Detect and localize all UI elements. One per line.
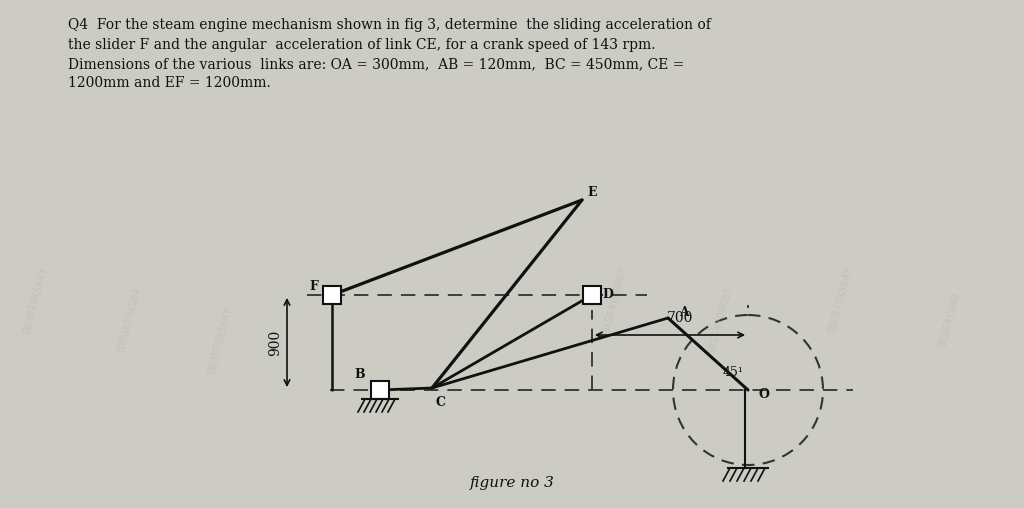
Text: 9X564YDB087: 9X564YDB087 — [707, 285, 734, 355]
Text: 9X564YDB0: 9X564YDB0 — [938, 292, 963, 348]
Text: F: F — [309, 280, 318, 294]
Text: the slider F and the angular  acceleration of link CE, for a crank speed of 143 : the slider F and the angular acceleratio… — [68, 38, 655, 52]
Text: YDB0879X564: YDB0879X564 — [117, 285, 143, 355]
Bar — [583, 286, 601, 304]
Bar — [323, 286, 341, 304]
Text: E: E — [587, 185, 597, 199]
Text: DB0879X564Y: DB0879X564Y — [22, 266, 49, 334]
Text: 900: 900 — [268, 329, 282, 356]
Text: figure no 3: figure no 3 — [470, 476, 554, 490]
Text: 45¹: 45¹ — [723, 365, 743, 378]
Text: DB0879X564Y: DB0879X564Y — [206, 305, 233, 374]
Text: DB0879X564Y: DB0879X564Y — [826, 266, 854, 334]
Text: 1200mm and EF = 1200mm.: 1200mm and EF = 1200mm. — [68, 76, 270, 90]
Text: Q4  For the steam engine mechanism shown in fig 3, determine  the sliding accele: Q4 For the steam engine mechanism shown … — [68, 18, 711, 32]
Text: C: C — [435, 397, 445, 409]
Text: B: B — [354, 368, 366, 382]
Text: D: D — [602, 289, 613, 302]
Text: A: A — [679, 306, 689, 320]
Text: 9X564YDB087: 9X564YDB087 — [601, 266, 629, 334]
Text: 700: 700 — [667, 311, 693, 325]
Bar — [371, 381, 389, 399]
Text: Dimensions of the various  links are: OA = 300mm,  AB = 120mm,  BC = 450mm, CE =: Dimensions of the various links are: OA … — [68, 57, 684, 71]
Text: O: O — [759, 389, 769, 401]
